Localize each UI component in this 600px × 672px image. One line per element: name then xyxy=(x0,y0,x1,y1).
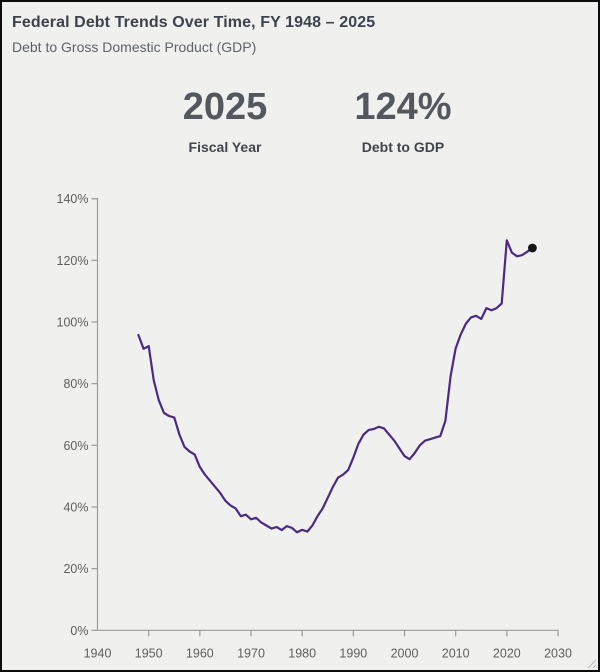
stat-debt-to-gdp-label: Debt to GDP xyxy=(361,139,445,155)
x-axis xyxy=(97,629,559,637)
y-tick-label: 20% xyxy=(63,562,88,576)
x-tick-label: 1960 xyxy=(186,646,214,660)
stat-debt-to-gdp-value: 124% xyxy=(354,86,452,128)
y-tick-label: 80% xyxy=(63,377,88,391)
y-tick-label: 40% xyxy=(63,500,88,514)
y-tick-label: 140% xyxy=(57,192,89,206)
x-tick-label: 1950 xyxy=(135,646,163,660)
stat-fiscal-year-label: Fiscal Year xyxy=(188,139,262,155)
x-tick-label: 1970 xyxy=(237,646,265,660)
y-axis xyxy=(91,198,99,631)
x-tick-label: 1940 xyxy=(84,646,112,660)
y-tick-label: 120% xyxy=(57,254,89,268)
x-tick-label: 2020 xyxy=(493,646,521,660)
page-subtitle: Debt to Gross Domestic Product (GDP) xyxy=(12,39,257,55)
y-tick-label: 60% xyxy=(63,439,88,453)
y-tick-label: 0% xyxy=(70,624,88,638)
stat-fiscal-year-value: 2025 xyxy=(182,86,268,128)
latest-value-dot xyxy=(528,243,537,253)
chart-header: Federal Debt Trends Over Time, FY 1948 –… xyxy=(12,14,375,55)
y-tick-label: 100% xyxy=(57,316,89,330)
stat-debt-to-gdp: 124% Debt to GDP xyxy=(354,88,451,155)
resize-grip-icon[interactable] xyxy=(585,657,596,668)
debt-to-gdp-line xyxy=(137,239,534,534)
x-tick-label: 2000 xyxy=(391,646,419,660)
x-tick-label: 2010 xyxy=(442,646,470,660)
x-tick-label: 1990 xyxy=(339,646,367,660)
stat-fiscal-year: 2025 Fiscal Year xyxy=(183,88,268,155)
page-title: Federal Debt Trends Over Time, FY 1948 –… xyxy=(12,14,376,31)
x-tick-label: 2030 xyxy=(544,646,572,660)
x-tick-label: 1980 xyxy=(288,646,316,660)
